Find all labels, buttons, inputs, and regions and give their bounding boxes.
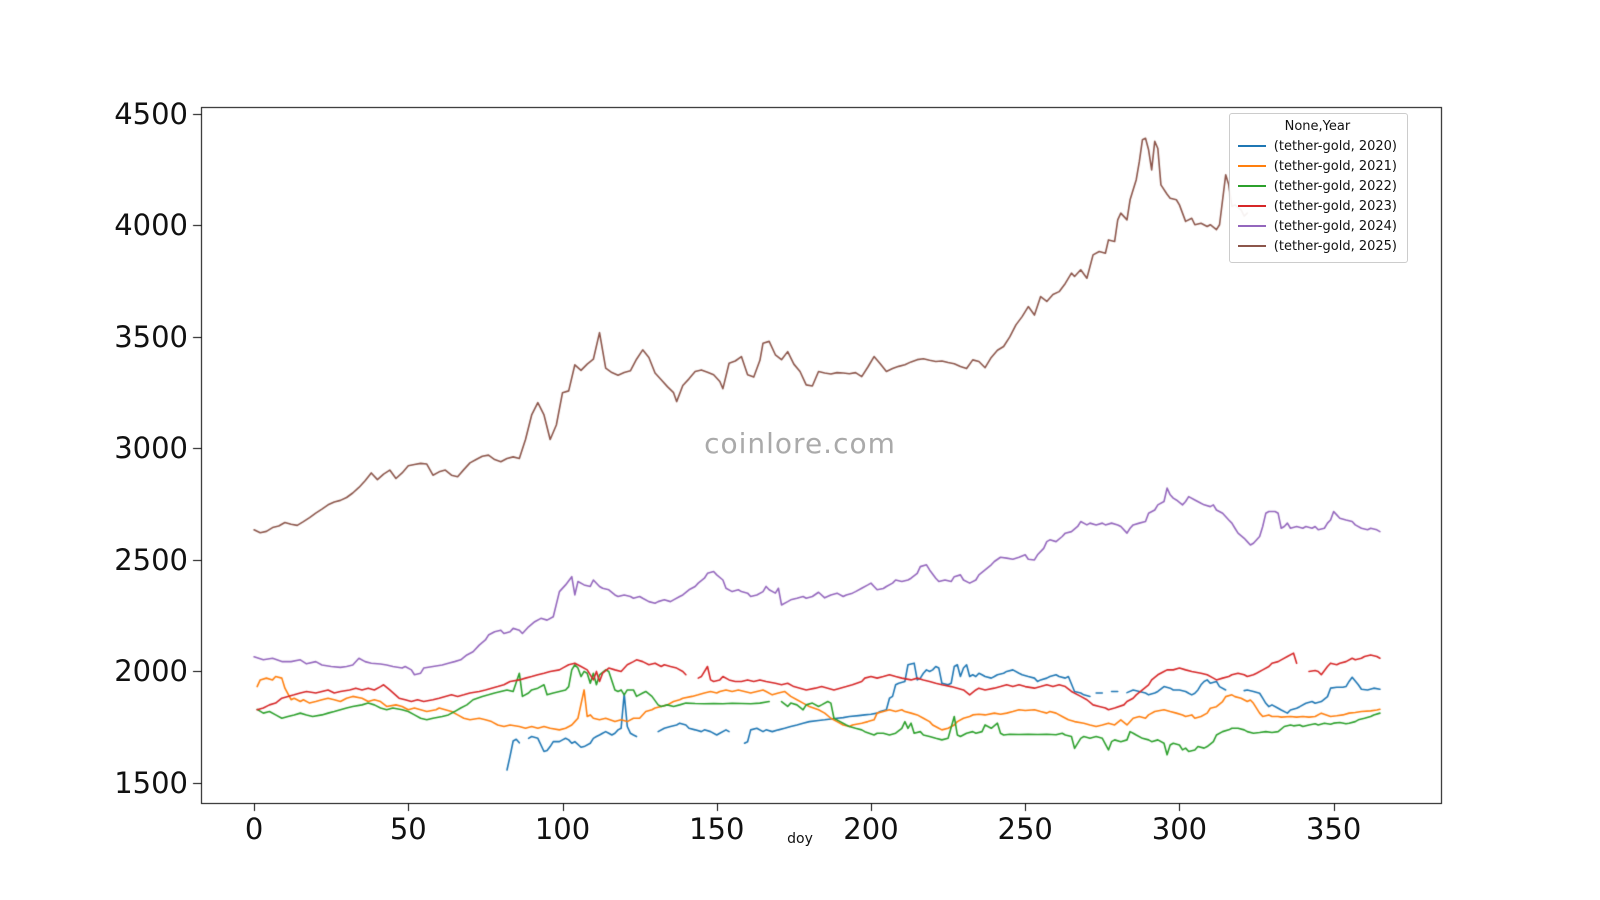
y-tick-label: 3500 <box>114 319 188 354</box>
x-axis-label: doy <box>787 831 813 847</box>
legend-entry: (tether-gold, 2020) <box>1237 136 1397 156</box>
legend-entry: (tether-gold, 2023) <box>1237 196 1397 216</box>
legend-line-swatch <box>1237 245 1266 247</box>
x-tick-label: 300 <box>1151 812 1208 846</box>
legend-entry-label: (tether-gold, 2021) <box>1273 158 1397 174</box>
legend-entry-label: (tether-gold, 2023) <box>1273 198 1397 214</box>
x-tick-label: 50 <box>389 812 427 846</box>
x-tick-label: 150 <box>689 812 745 846</box>
legend-line-swatch <box>1237 185 1266 187</box>
x-tick-label: 100 <box>534 812 591 846</box>
legend-entry: (tether-gold, 2025) <box>1237 236 1397 256</box>
legend-entry: (tether-gold, 2022) <box>1237 176 1397 196</box>
y-tick-label: 1500 <box>114 765 188 800</box>
legend-entry: (tether-gold, 2021) <box>1237 156 1397 176</box>
legend-entry-label: (tether-gold, 2022) <box>1273 178 1397 194</box>
y-tick-label: 3000 <box>114 431 188 466</box>
legend-line-swatch <box>1237 205 1266 207</box>
legend-line-swatch <box>1237 165 1266 167</box>
legend-entries: (tether-gold, 2020) (tether-gold, 2021) (t… <box>1237 136 1397 256</box>
y-tick-label: 4500 <box>114 96 188 131</box>
y-tick-label: 2000 <box>114 654 188 689</box>
y-tick-label: 2500 <box>114 542 188 577</box>
legend-title: None,Year <box>1284 119 1351 134</box>
y-tick-label: 4000 <box>114 208 188 243</box>
legend-entry-label: (tether-gold, 2024) <box>1273 218 1397 234</box>
legend: None,Year (tether-gold, 2020) (tether-gol… <box>1228 113 1408 263</box>
x-tick-label: 0 <box>244 812 264 846</box>
legend-line-swatch <box>1237 225 1266 227</box>
legend-entry-label: (tether-gold, 2025) <box>1273 238 1397 254</box>
legend-entry-label: (tether-gold, 2020) <box>1273 138 1397 154</box>
legend-line-swatch <box>1237 145 1266 147</box>
watermark: coinlore.com <box>704 427 896 460</box>
x-tick-label: 200 <box>843 812 899 846</box>
x-tick-label: 350 <box>1305 812 1362 846</box>
x-tick-label: 250 <box>997 812 1053 846</box>
legend-entry: (tether-gold, 2024) <box>1237 216 1397 236</box>
